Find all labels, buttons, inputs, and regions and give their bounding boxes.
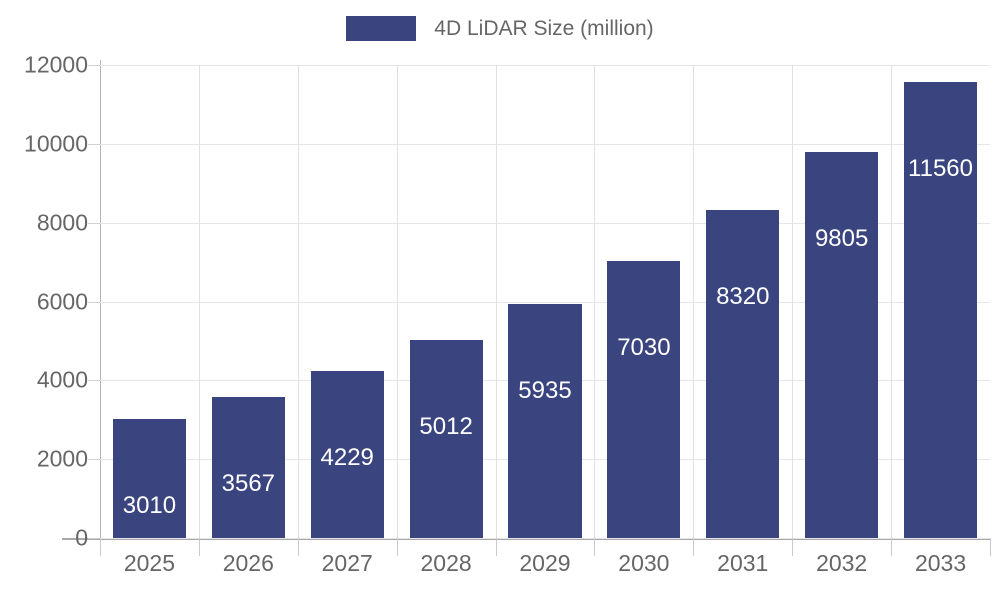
bar[interactable]: 11560 [903, 82, 978, 538]
vertical-gridline [594, 65, 596, 538]
y-axis-tick-mark [88, 538, 100, 539]
vertical-gridline [198, 65, 200, 538]
bar-value-label: 9805 [814, 224, 869, 252]
x-axis-tick-mark [693, 538, 695, 556]
bar[interactable]: 5012 [409, 340, 483, 538]
bar[interactable]: 5935 [508, 304, 582, 538]
y-axis-tick-label: 6000 [36, 288, 88, 314]
x-axis-tick-label: 2031 [717, 550, 769, 576]
x-axis-tick-label: 2025 [123, 550, 176, 576]
y-axis-tick-label: 8000 [36, 209, 88, 236]
horizontal-gridline [100, 143, 990, 145]
y-axis-tick-label: 2000 [36, 445, 88, 472]
legend-swatch-icon [346, 15, 417, 41]
x-axis-tick-mark [198, 538, 200, 556]
horizontal-gridline [100, 65, 990, 66]
vertical-gridline [495, 65, 497, 538]
y-axis-tick-label: 12000 [24, 51, 88, 78]
bar-value-label: 11560 [908, 155, 974, 183]
x-axis-tick-mark [495, 538, 497, 556]
plot-area: 3010 3567 4229 5012 5935 7030 8320 9805 11560 [88, 65, 991, 556]
chart-legend: 4D LiDAR Size (million) [0, 0, 1000, 56]
x-axis-tick-label: 2030 [618, 550, 670, 576]
horizontal-gridline [100, 538, 990, 539]
y-axis-tick-mark [88, 459, 100, 461]
y-axis-tick-label: 0 [75, 524, 88, 551]
y-axis-line [100, 60, 101, 538]
y-axis-tick-mark [88, 143, 100, 145]
bar[interactable]: 8320 [706, 210, 780, 538]
horizontal-gridline [100, 301, 990, 303]
bar-value-label: 5012 [419, 413, 473, 441]
x-axis-tick-label: 2032 [816, 550, 868, 576]
y-axis-tick-mark [88, 380, 100, 382]
bar[interactable]: 3567 [211, 397, 285, 538]
x-axis-tick-label: 2028 [420, 550, 472, 576]
legend-label: 4D LiDAR Size (million) [434, 16, 654, 40]
x-axis-tick-label: 2029 [519, 550, 571, 576]
x-axis-tick-mark [396, 538, 398, 556]
x-axis-tick-mark [594, 538, 596, 556]
y-axis-tick-mark [88, 301, 100, 303]
x-axis-tick-mark [990, 538, 991, 556]
bar-value-label: 4229 [320, 444, 374, 472]
bar[interactable]: 7030 [607, 260, 681, 538]
vertical-gridline [693, 65, 695, 538]
bar[interactable]: 4229 [310, 371, 384, 538]
x-axis-tick-label: 2027 [321, 550, 373, 576]
y-axis-tick-label: 4000 [36, 366, 88, 393]
horizontal-gridline [100, 222, 990, 224]
vertical-gridline [792, 65, 794, 538]
x-axis-tick-mark [100, 538, 101, 556]
vertical-gridline [297, 65, 299, 538]
bar-value-label: 5935 [518, 377, 572, 405]
bar-value-label: 7030 [617, 333, 671, 361]
y-axis-tick-label: 10000 [24, 130, 88, 157]
x-axis-tick-mark [891, 538, 893, 556]
y-axis-tick-mark [88, 65, 100, 66]
bar[interactable]: 9805 [805, 151, 879, 538]
x-axis-tick-mark [297, 538, 299, 556]
bar-value-label: 8320 [716, 283, 770, 311]
x-axis-tick-label: 2033 [914, 550, 967, 576]
x-axis-tick-label: 2026 [222, 550, 274, 576]
bar[interactable]: 3010 [112, 419, 187, 538]
vertical-gridline [891, 65, 893, 538]
bar-value-label: 3010 [122, 492, 177, 520]
bar-value-label: 3567 [221, 470, 276, 498]
x-axis-line [62, 538, 990, 540]
legend-item-4d-lidar-size[interactable]: 4D LiDAR Size (million) [346, 15, 654, 41]
y-axis-tick-mark [88, 222, 100, 224]
x-axis-tick-mark [792, 538, 794, 556]
vertical-gridline [396, 65, 398, 538]
